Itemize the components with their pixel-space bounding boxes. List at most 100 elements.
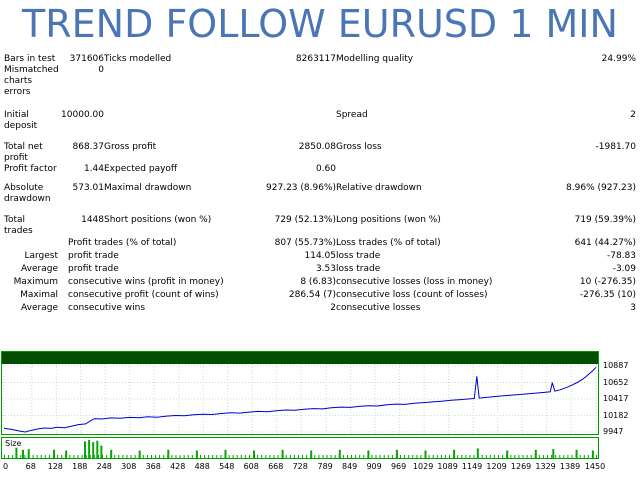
size-bar (522, 455, 524, 458)
size-bar (32, 455, 34, 458)
stat-label: Maximum (13, 277, 58, 287)
size-bar (253, 450, 255, 458)
size-bar (555, 455, 557, 458)
size-bar (89, 455, 91, 458)
size-bar (27, 449, 30, 458)
stat-label: consecutive loss (count of losses) (336, 290, 488, 300)
size-bar (249, 455, 250, 458)
stat-value (244, 110, 336, 132)
size-bar (84, 441, 86, 458)
size-bar (571, 455, 573, 458)
size-bar (400, 455, 401, 458)
size-bar (224, 449, 227, 458)
size-bar (391, 455, 393, 458)
size-bar (240, 455, 242, 458)
size-bar (330, 455, 332, 458)
size-histogram (2, 438, 598, 458)
size-bar (489, 455, 491, 458)
x-axis-label: 1329 (535, 462, 556, 471)
size-bar (61, 455, 63, 458)
size-bar (171, 455, 173, 458)
stats-row: Largest profit trade 114.05 loss trade -… (4, 250, 636, 263)
size-bar (416, 455, 418, 458)
size-bar (575, 449, 578, 458)
stat-label: Total trades (4, 215, 33, 236)
x-axis-label: 248 (96, 462, 112, 471)
x-axis: 0 68 128 188 248 308 368 428 488 548 608 668 728 789 8… (1, 460, 640, 474)
size-bar (526, 455, 528, 458)
size-bar (183, 455, 185, 458)
stat-label: Profit factor (4, 164, 57, 174)
x-axis-label: 308 (121, 462, 137, 471)
size-bar (228, 455, 230, 458)
size-bar (73, 455, 75, 458)
size-bar (88, 440, 91, 458)
stat-label: Profit trades (% of total) (68, 238, 177, 248)
size-bar (36, 455, 38, 458)
size-bar (200, 455, 201, 458)
size-bar (302, 455, 303, 458)
x-axis-label: 1029 (412, 462, 434, 471)
stats-row: Total trades 1448 Short positions (won %… (4, 215, 636, 237)
size-bar (155, 455, 157, 458)
stat-value: 641 (44.27%) (574, 238, 636, 248)
size-bar (440, 455, 442, 458)
y-axis-label: 10182 (603, 410, 629, 420)
x-axis-label: 68 (25, 462, 36, 471)
stat-label (104, 110, 244, 132)
x-axis-label: 1389 (559, 462, 581, 471)
x-axis-label: 548 (219, 462, 235, 471)
size-bar (469, 455, 471, 458)
size-bar (518, 455, 520, 458)
size-bar (359, 455, 361, 458)
size-bar (591, 450, 594, 458)
size-bar (40, 455, 42, 458)
size-bar (542, 455, 544, 458)
size-bar (583, 455, 585, 458)
stat-label (4, 237, 60, 250)
stat-value: -1981.70 (595, 142, 636, 152)
size-bar (97, 455, 99, 458)
stat-label: Spread (336, 110, 368, 120)
stat-label: Gross loss (336, 142, 382, 152)
stat-label: profit trade (68, 264, 119, 274)
stat-value: -3.09 (612, 264, 636, 274)
size-bar (12, 455, 14, 458)
size-bar (187, 455, 189, 458)
size-bar (57, 455, 59, 458)
stats-row: Maximal consecutive profit (count of win… (4, 289, 636, 302)
size-bar (236, 455, 238, 458)
x-axis-label: 488 (194, 462, 210, 471)
stat-label: Modelling quality (336, 54, 414, 64)
balance-line (3, 366, 597, 433)
stat-value: 8 (6.83) (300, 277, 336, 287)
size-bar (208, 455, 210, 458)
size-bar (551, 455, 553, 458)
stat-value: 719 (59.39%) (574, 215, 636, 225)
size-bar (342, 455, 344, 458)
chart-caption: Balance / Equity / Every tick (the most … (2, 352, 598, 364)
size-bar (277, 455, 279, 458)
size-bar (306, 455, 308, 458)
size-bar (118, 455, 120, 458)
size-bar (506, 450, 509, 458)
size-bar (96, 440, 99, 458)
stat-label: Long positions (won %) (336, 215, 441, 225)
stat-label: Largest (24, 251, 58, 261)
size-bar (412, 455, 414, 458)
size-bar (538, 455, 540, 458)
stat-value: 0 (98, 65, 104, 75)
stat-value: 10 (-276.35) (579, 277, 636, 287)
size-bar (44, 455, 46, 458)
size-bar (334, 455, 336, 458)
stat-label: Bars in test (4, 54, 56, 64)
x-axis-label: 909 (366, 462, 382, 471)
stat-label: Gross profit (104, 142, 157, 152)
size-bar (432, 455, 434, 458)
stat-label: profit trade (68, 251, 119, 261)
stats-row: Maximum consecutive wins (profit in mone… (4, 276, 636, 289)
size-panel: Size (1, 437, 599, 459)
size-bar (220, 455, 222, 458)
size-bar (138, 450, 141, 458)
size-bar (151, 455, 152, 458)
